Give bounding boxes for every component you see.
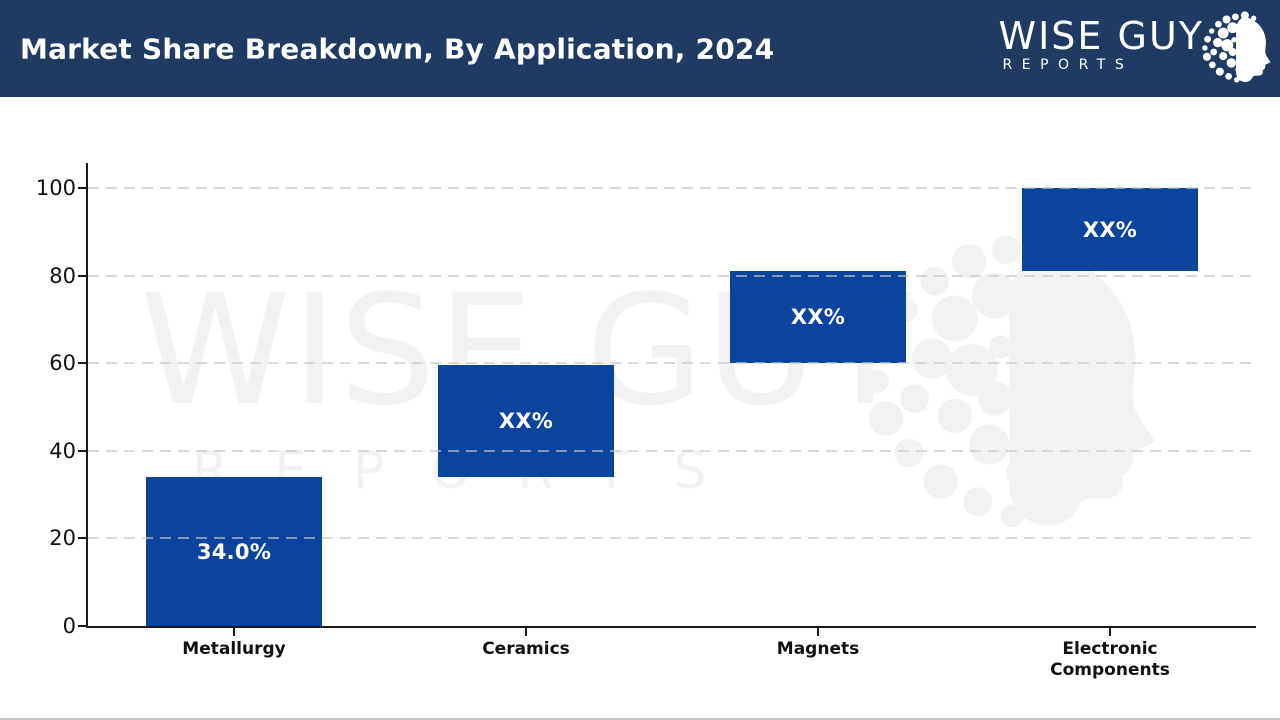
bottom-border-line <box>0 718 1280 720</box>
chart-canvas: WISE GUY REPORTS 02040608010034.0%Metall… <box>0 97 1280 720</box>
y-tick-80 <box>78 274 86 277</box>
y-tick-label-20: 20 <box>49 526 76 551</box>
x-category-label: Magnets <box>776 639 860 659</box>
x-category-label: Metallurgy <box>182 639 286 659</box>
header-bar: Market Share Breakdown, By Application, … <box>0 0 1280 97</box>
y-gridline-20 <box>88 537 1256 540</box>
x-tick-3 <box>1109 628 1111 636</box>
bar-metallurgy: 34.0% <box>146 477 322 626</box>
report-title: Market Share Breakdown, By Application, … <box>20 32 775 65</box>
y-tick-40 <box>78 449 86 452</box>
plot-area: 0 20 40 60 80 100 34.0% Metallurgy XX% Ceramics XX… <box>0 97 1280 720</box>
x-category-label: Ceramics <box>482 639 570 659</box>
y-tick-label-60: 60 <box>49 351 76 376</box>
x-category-label: Electronic Components <box>1050 639 1170 680</box>
y-gridline-60 <box>88 362 1256 365</box>
bar-value-label: XX% <box>790 305 846 330</box>
y-tick-label-40: 40 <box>49 438 76 463</box>
y-tick-label-0: 0 <box>62 614 76 638</box>
logo-wordmark: WISE GUY REPORTS <box>999 16 1204 73</box>
y-tick-60 <box>78 362 86 365</box>
x-axis-line <box>86 626 1256 628</box>
logo-wordmark-line1: WISE GUY <box>998 14 1204 58</box>
y-tick-0 <box>78 625 86 627</box>
y-gridline-80 <box>88 274 1256 277</box>
bar-value-label: XX% <box>498 409 554 434</box>
bar-ceramics: XX% <box>438 365 614 478</box>
y-gridline-100 <box>88 187 1256 189</box>
logo-head-icon <box>1202 11 1271 83</box>
x-tick-1 <box>525 628 527 636</box>
bar-electronic-components: XX% <box>1022 188 1198 272</box>
y-gridline-40 <box>88 449 1256 452</box>
y-tick-20 <box>78 537 86 540</box>
bar-value-label: XX% <box>1082 217 1138 242</box>
y-tick-100 <box>78 187 86 189</box>
y-tick-label-80: 80 <box>49 263 76 288</box>
bar-value-label: 34.0% <box>196 539 272 564</box>
y-tick-label-100: 100 <box>35 176 76 200</box>
y-axis-line <box>86 163 88 628</box>
bar-magnets: XX% <box>730 271 906 364</box>
wise-guy-logo: WISE GUY REPORTS <box>999 6 1272 92</box>
logo-wordmark-line2: REPORTS <box>1002 57 1134 73</box>
x-tick-0 <box>233 628 235 636</box>
x-tick-2 <box>817 628 819 636</box>
